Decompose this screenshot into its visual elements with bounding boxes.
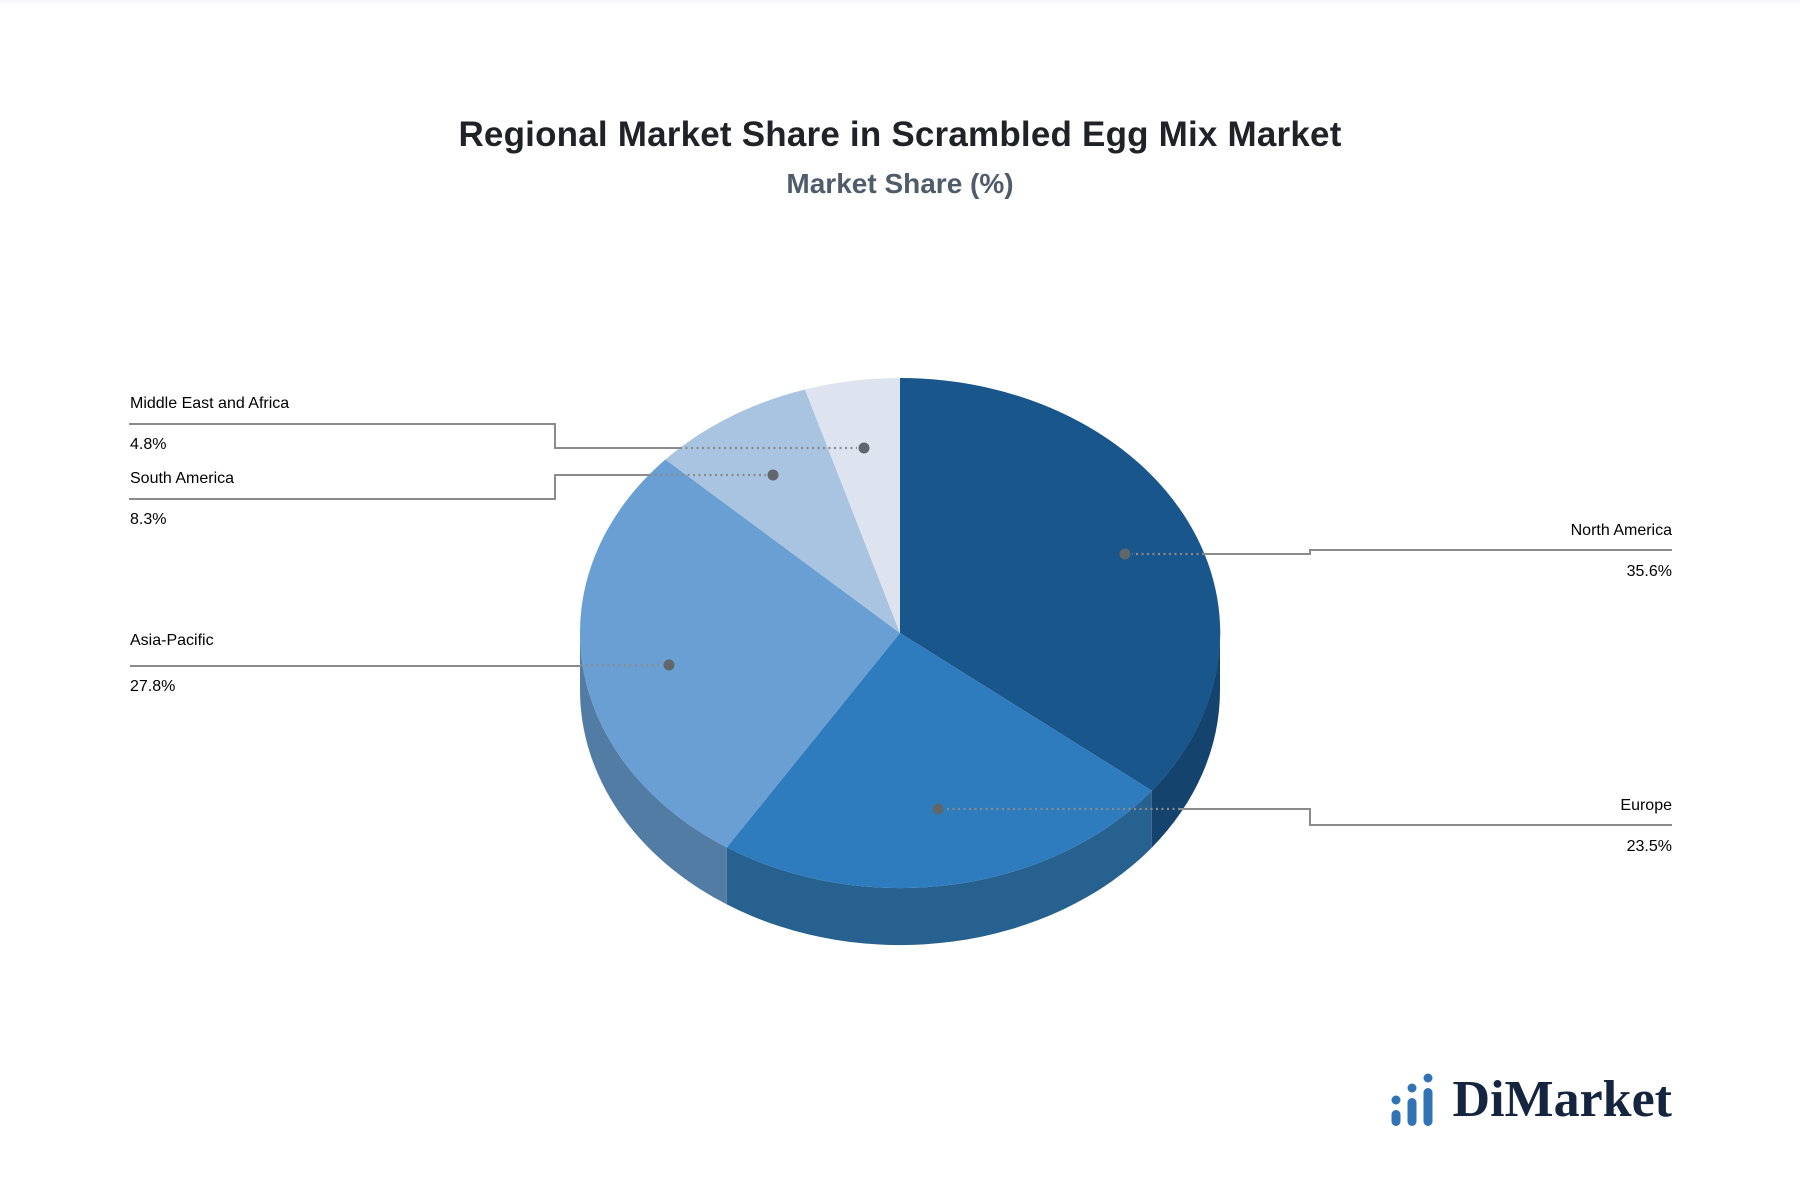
slice-label-asia-pacific: Asia-Pacific <box>130 632 214 649</box>
slice-label-north-america: North America <box>1570 522 1672 539</box>
leader-dot-asia-pacific <box>663 659 675 671</box>
dimarket-logo-icon <box>1391 1073 1433 1126</box>
slice-label-south-america: South America <box>130 470 235 487</box>
pie-slice-side-asia-pacific <box>580 633 727 905</box>
pie-slice-middle-east-and-africa[interactable] <box>805 378 900 633</box>
leader-europe <box>932 803 1672 826</box>
leader-asia-pacific <box>130 659 675 671</box>
leader-dot-north-america <box>1119 548 1131 560</box>
leader-line-europe <box>1180 808 1672 826</box>
pie-slice-side-north-america <box>1151 633 1221 848</box>
slice-pct-middle-east-and-africa: 4.8% <box>130 436 167 453</box>
pie-slice-europe[interactable] <box>726 633 1152 889</box>
leader-line-north-america <box>1204 549 1672 555</box>
dimarket-logo: DiMarket <box>1387 1069 1672 1129</box>
leader-line-south-america <box>129 474 649 500</box>
leader-line-middle-east-and-africa <box>129 423 680 449</box>
leader-dot-south-america <box>767 469 779 481</box>
slice-pct-asia-pacific: 27.8% <box>130 678 176 695</box>
pie-slice-asia-pacific[interactable] <box>579 459 900 848</box>
leader-dot-middle-east-and-africa <box>858 442 870 454</box>
leader-middle-east-and-africa <box>129 423 870 454</box>
leader-dot-europe <box>932 803 944 815</box>
pie-chart <box>129 377 1672 946</box>
slice-label-europe: Europe <box>1620 797 1672 814</box>
slice-label-middle-east-and-africa: Middle East and Africa <box>130 395 290 412</box>
leader-south-america <box>129 469 779 500</box>
chart-title: Regional Market Share in Scrambled Egg M… <box>458 115 1342 154</box>
dimarket-logo-text: DiMarket <box>1452 1071 1672 1128</box>
pie-slice-south-america[interactable] <box>665 389 900 634</box>
slice-pct-europe: 23.5% <box>1626 838 1672 855</box>
pie-slice-north-america[interactable] <box>900 377 1221 791</box>
slice-pct-south-america: 8.3% <box>130 511 167 528</box>
pie-slice-side-europe <box>726 790 1152 946</box>
slice-pct-north-america: 35.6% <box>1626 563 1672 580</box>
leader-north-america <box>1119 548 1672 560</box>
chart-subtitle: Market Share (%) <box>786 168 1014 199</box>
